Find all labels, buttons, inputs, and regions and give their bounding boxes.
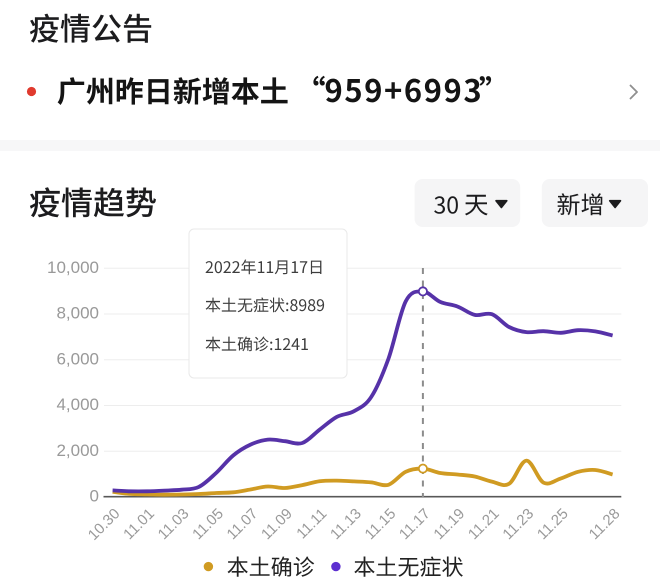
svg-text:2,000: 2,000 <box>56 441 99 460</box>
svg-text:0: 0 <box>90 487 99 506</box>
svg-text:6,000: 6,000 <box>56 349 99 368</box>
svg-text:8,000: 8,000 <box>56 304 99 323</box>
svg-text:4,000: 4,000 <box>56 395 99 414</box>
svg-text:10,000: 10,000 <box>47 258 99 277</box>
